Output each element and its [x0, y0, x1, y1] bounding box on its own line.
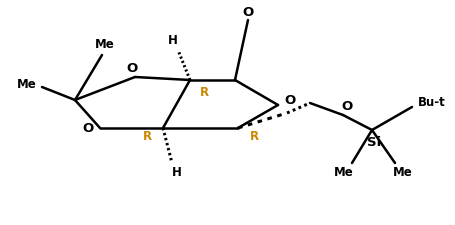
Text: Me: Me [334, 166, 354, 178]
Text: R: R [142, 130, 152, 142]
Text: O: O [82, 122, 94, 135]
Text: Bu-t: Bu-t [418, 95, 446, 108]
Text: O: O [243, 5, 253, 18]
Text: O: O [126, 61, 137, 74]
Text: R: R [249, 130, 258, 142]
Text: H: H [168, 34, 178, 47]
Text: H: H [172, 166, 182, 178]
Text: Me: Me [95, 38, 115, 52]
Text: Si: Si [367, 137, 381, 149]
Text: Me: Me [17, 77, 37, 90]
Text: O: O [341, 99, 353, 112]
Text: Me: Me [393, 166, 413, 178]
Text: O: O [284, 94, 296, 106]
Text: R: R [199, 86, 208, 99]
